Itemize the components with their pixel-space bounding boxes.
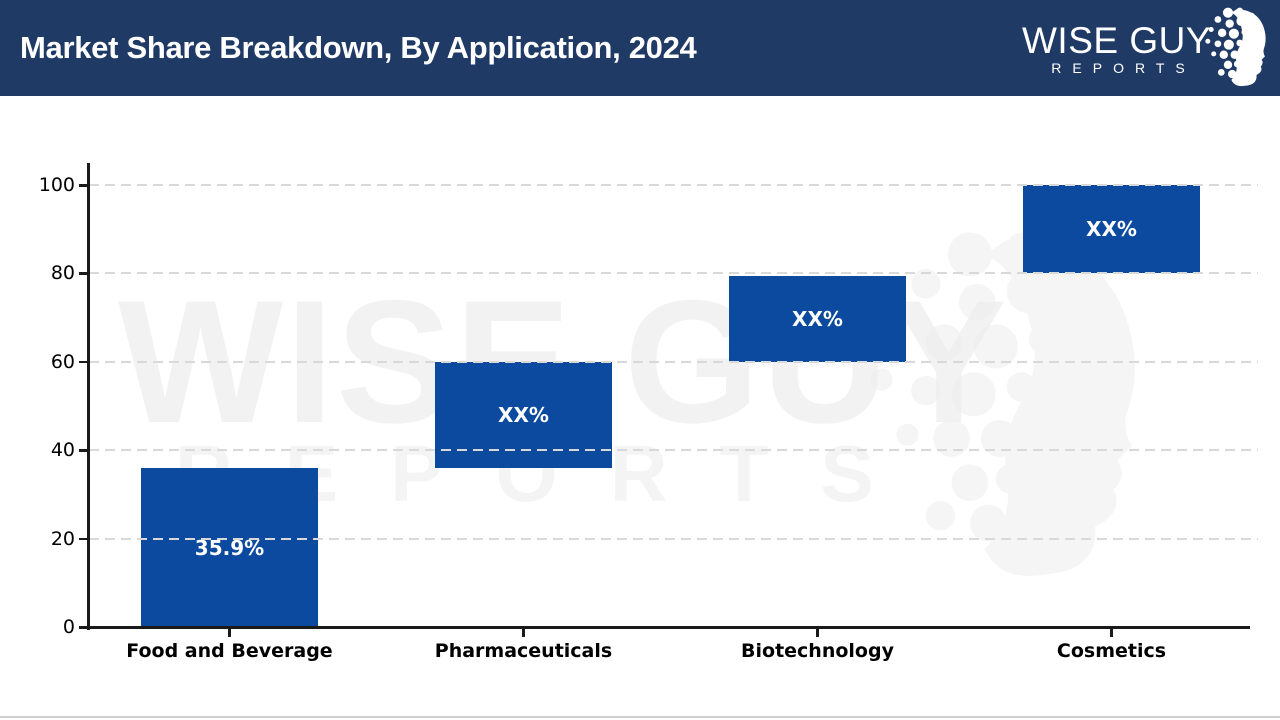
x-category-label: Food and Beverage [126, 640, 333, 662]
y-tick [79, 272, 87, 275]
y-tick-label: 100 [38, 174, 75, 196]
bar: XX% [1023, 185, 1200, 274]
bar: XX% [435, 361, 612, 468]
x-tick [522, 629, 525, 637]
gridline [89, 537, 1258, 540]
x-category-label: Pharmaceuticals [434, 640, 613, 662]
y-tick [79, 449, 87, 452]
page-title: Market Share Breakdown, By Application, … [20, 30, 697, 65]
y-tick-label: 0 [62, 616, 75, 638]
bar-value-label: XX% [498, 402, 549, 427]
y-tick-label: 40 [50, 439, 75, 462]
y-tick [79, 537, 87, 541]
dotted-head-icon [1205, 7, 1266, 87]
y-tick [79, 626, 87, 629]
logo-reports-label: REPORTS [1051, 60, 1196, 76]
y-axis-line [87, 162, 90, 630]
x-tick [816, 629, 819, 637]
y-tick [79, 360, 87, 364]
x-tick [1110, 629, 1113, 637]
bar: XX% [729, 275, 906, 362]
x-axis-line [87, 626, 1250, 629]
y-tick-label: 20 [50, 527, 75, 550]
bar: 35.9% [141, 468, 318, 627]
y-tick-label: 80 [50, 262, 75, 285]
bottom-divider [0, 716, 1280, 718]
gridline [89, 360, 1258, 363]
x-category-label: Biotechnology [741, 640, 894, 662]
x-category-label: Cosmetics [1056, 640, 1167, 662]
bar-value-label: XX% [792, 306, 843, 331]
bar-value-label: 35.9% [194, 535, 265, 560]
watermark-dotted-head-icon [870, 232, 1135, 576]
header-bar: Market Share Breakdown, By Application, … [0, 0, 1280, 96]
gridline [89, 184, 1258, 186]
gridline [89, 449, 1258, 452]
y-tick-label: 60 [50, 350, 75, 373]
logo-wordmark: WISE GUY [1022, 20, 1212, 61]
brand-logo: WISE GUY REPORTS [1022, 0, 1272, 96]
x-tick [228, 629, 231, 637]
y-tick [79, 184, 87, 187]
bar-value-label: XX% [1086, 217, 1137, 242]
gridline [89, 272, 1258, 275]
